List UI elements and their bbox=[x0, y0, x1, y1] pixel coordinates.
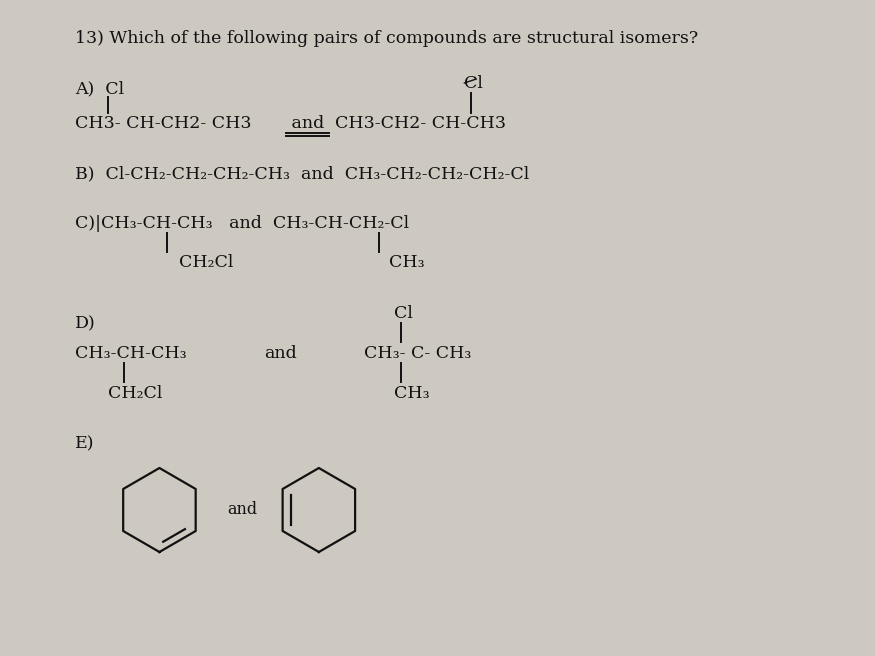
Text: and: and bbox=[286, 115, 330, 132]
Text: E): E) bbox=[74, 435, 94, 452]
Text: and: and bbox=[228, 501, 257, 518]
Text: D): D) bbox=[74, 315, 95, 332]
Text: CH₂Cl: CH₂Cl bbox=[179, 254, 234, 271]
Text: CH₃: CH₃ bbox=[388, 254, 424, 271]
Text: CH₃-CH-CH₃: CH₃-CH-CH₃ bbox=[74, 345, 186, 362]
Text: CH3-CH2- CH-CH3: CH3-CH2- CH-CH3 bbox=[335, 115, 506, 132]
Text: A)  Cl: A) Cl bbox=[74, 80, 124, 97]
Text: Cl: Cl bbox=[465, 75, 483, 92]
Text: CH₃: CH₃ bbox=[394, 385, 430, 402]
Text: Cl: Cl bbox=[394, 305, 412, 322]
Text: CH3- CH-CH2- CH3: CH3- CH-CH2- CH3 bbox=[74, 115, 251, 132]
Text: 13) Which of the following pairs of compounds are structural isomers?: 13) Which of the following pairs of comp… bbox=[74, 30, 698, 47]
Text: CH₃- C- CH₃: CH₃- C- CH₃ bbox=[364, 345, 471, 362]
Text: CH₂Cl: CH₂Cl bbox=[108, 385, 162, 402]
Text: and: and bbox=[264, 345, 297, 362]
Text: C)|CH₃-CH-CH₃   and  CH₃-CH-CH₂-Cl: C)|CH₃-CH-CH₃ and CH₃-CH-CH₂-Cl bbox=[74, 215, 409, 232]
Text: B)  Cl-CH₂-CH₂-CH₂-CH₃  and  CH₃-CH₂-CH₂-CH₂-Cl: B) Cl-CH₂-CH₂-CH₂-CH₃ and CH₃-CH₂-CH₂-CH… bbox=[74, 165, 529, 182]
